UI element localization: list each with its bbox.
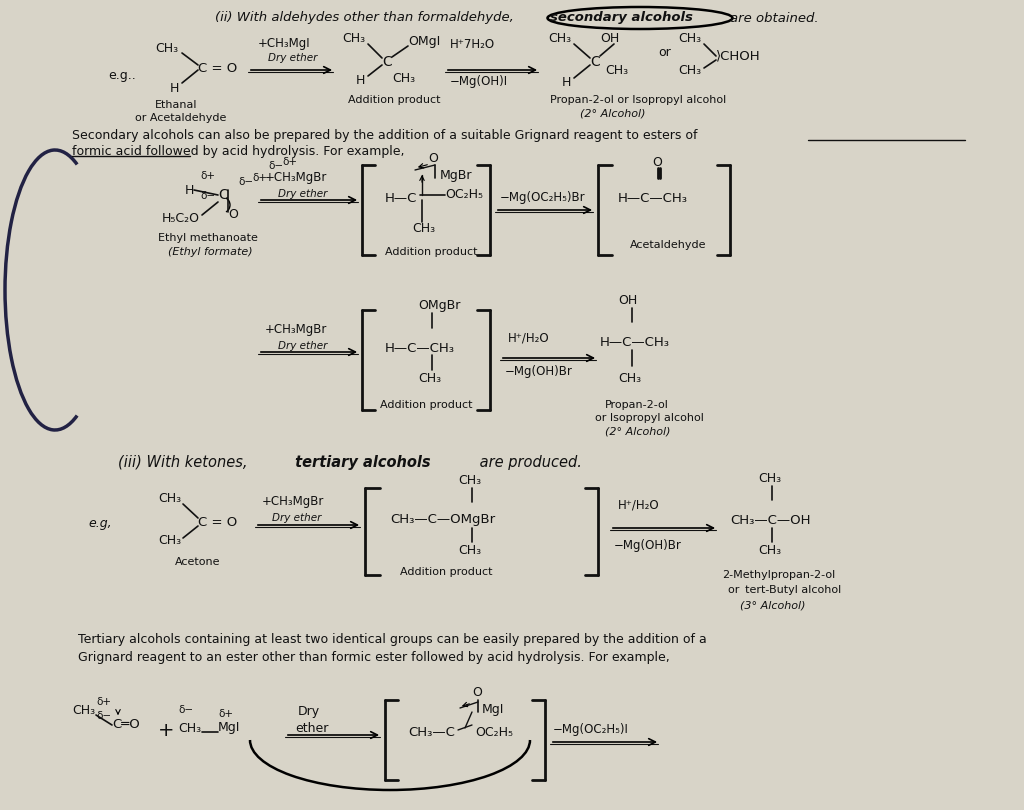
Text: CH₃: CH₃ [758, 544, 781, 556]
Text: ether: ether [295, 722, 329, 735]
Text: MgBr: MgBr [440, 168, 472, 181]
Text: δ−: δ− [268, 161, 283, 171]
Text: H—C—CH₃: H—C—CH₃ [618, 191, 688, 204]
Text: Dry ether: Dry ether [268, 53, 317, 63]
Text: H⁺7H₂O: H⁺7H₂O [450, 37, 496, 50]
Text: −Mg(OH)Br: −Mg(OH)Br [505, 365, 572, 378]
Text: (2° Alcohol): (2° Alcohol) [580, 109, 645, 119]
Text: CH₃: CH₃ [458, 544, 481, 556]
Text: C: C [218, 188, 227, 202]
Text: ⟩CHOH: ⟩CHOH [716, 49, 761, 62]
Text: (ii) With aldehydes other than formaldehyde,: (ii) With aldehydes other than formaldeh… [215, 11, 514, 24]
Text: Secondary alcohols can also be prepared by the addition of a suitable Grignard r: Secondary alcohols can also be prepared … [72, 130, 697, 143]
Text: OC₂H₅: OC₂H₅ [445, 189, 483, 202]
Text: CH₃: CH₃ [412, 221, 435, 235]
Text: 2-Methylpropan-2-ol: 2-Methylpropan-2-ol [722, 570, 836, 580]
Text: C = O: C = O [198, 515, 238, 528]
Text: CH₃—C: CH₃—C [408, 726, 455, 739]
Text: Grignard reagent to an ester other than formic ester followed by acid hydrolysis: Grignard reagent to an ester other than … [78, 651, 670, 664]
Text: tertiary alcohols: tertiary alcohols [290, 454, 431, 470]
Text: −Mg(OH)I: −Mg(OH)I [450, 75, 508, 88]
Text: H⁺/H₂O: H⁺/H₂O [508, 331, 550, 344]
Text: OMgI: OMgI [408, 36, 440, 49]
Text: H: H [185, 184, 195, 197]
Text: δ+: δ+ [200, 171, 215, 181]
Text: CH₃: CH₃ [72, 704, 95, 717]
Text: H₅C₂O: H₅C₂O [162, 211, 200, 224]
Text: δ+: δ+ [252, 173, 267, 183]
Text: CH₃: CH₃ [678, 63, 701, 76]
Text: −Mg(OC₂H₅)Br: −Mg(OC₂H₅)Br [500, 191, 586, 204]
Text: CH₃: CH₃ [158, 534, 181, 547]
Text: C: C [590, 55, 600, 69]
Text: CH₃: CH₃ [458, 474, 481, 487]
Text: δ−: δ− [200, 191, 215, 201]
Text: C: C [382, 55, 392, 69]
Text: or Acetaldehyde: or Acetaldehyde [135, 113, 226, 123]
Text: Acetone: Acetone [175, 557, 220, 567]
Text: MgI: MgI [218, 722, 241, 735]
Text: Addition product: Addition product [348, 95, 440, 105]
Text: CH₃: CH₃ [418, 372, 441, 385]
Text: −Mg(OH)Br: −Mg(OH)Br [614, 539, 682, 552]
Text: O: O [652, 156, 662, 168]
Text: e.g..: e.g.. [108, 69, 136, 82]
Text: CH₃—C—OMgBr: CH₃—C—OMgBr [390, 514, 496, 526]
Text: are produced.: are produced. [475, 454, 582, 470]
Text: +CH₃MgI: +CH₃MgI [258, 37, 310, 50]
Text: CH₃: CH₃ [618, 372, 641, 385]
Text: +CH₃MgBr: +CH₃MgBr [262, 496, 325, 509]
Text: OC₂H₅: OC₂H₅ [475, 726, 513, 739]
Text: Ethyl methanoate: Ethyl methanoate [158, 233, 258, 243]
Text: H: H [170, 82, 179, 95]
Text: H—C—CH₃: H—C—CH₃ [600, 335, 670, 348]
Text: CH₃: CH₃ [342, 32, 366, 45]
Text: δ−: δ− [96, 711, 112, 721]
Text: +CH₃MgBr: +CH₃MgBr [265, 323, 328, 336]
Text: Addition product: Addition product [400, 567, 493, 577]
Text: Propan-2-ol or Isopropyl alcohol: Propan-2-ol or Isopropyl alcohol [550, 95, 726, 105]
Text: (3° Alcohol): (3° Alcohol) [740, 600, 806, 610]
Text: O: O [428, 151, 438, 164]
Text: OMgBr: OMgBr [418, 299, 461, 312]
Text: Acetaldehyde: Acetaldehyde [630, 240, 707, 250]
Text: or Isopropyl alcohol: or Isopropyl alcohol [595, 413, 703, 423]
Text: formic acid followed by acid hydrolysis. For example,: formic acid followed by acid hydrolysis.… [72, 146, 404, 159]
Text: CH₃: CH₃ [605, 63, 628, 76]
Text: CH₃: CH₃ [678, 32, 701, 45]
Text: δ+: δ+ [282, 157, 297, 167]
Text: (2° Alcohol): (2° Alcohol) [605, 427, 671, 437]
Text: H: H [562, 75, 571, 88]
Text: CH₃—C—OH: CH₃—C—OH [730, 514, 811, 526]
Text: C═O: C═O [112, 718, 139, 731]
Text: O: O [472, 687, 482, 700]
Text: H—C—CH₃: H—C—CH₃ [385, 342, 455, 355]
Text: MgI: MgI [482, 704, 505, 717]
Text: Ethanal: Ethanal [155, 100, 198, 110]
Text: CH₃: CH₃ [758, 471, 781, 484]
Text: CH₃: CH₃ [155, 41, 178, 54]
Text: +: + [158, 721, 174, 740]
Text: (iii) With ketones,: (iii) With ketones, [118, 454, 248, 470]
Text: +CH₃MgBr: +CH₃MgBr [265, 172, 328, 185]
Text: CH₃: CH₃ [158, 492, 181, 505]
Text: CH₃: CH₃ [178, 722, 201, 735]
Text: C = O: C = O [198, 62, 238, 75]
Text: secondary alcohols: secondary alcohols [550, 11, 693, 24]
Text: O: O [228, 208, 238, 221]
Text: H⁺/H₂O: H⁺/H₂O [618, 498, 659, 511]
Text: H: H [356, 74, 366, 87]
Text: OH: OH [600, 32, 620, 45]
Text: CH₃: CH₃ [548, 32, 571, 45]
Text: are obtained.: are obtained. [730, 11, 818, 24]
Text: Addition product: Addition product [380, 400, 472, 410]
Text: Dry ether: Dry ether [272, 513, 322, 523]
Text: CH₃: CH₃ [392, 71, 415, 84]
Text: δ−: δ− [178, 705, 194, 715]
Text: OH: OH [618, 293, 637, 306]
Text: or  tert-Butyl alcohol: or tert-Butyl alcohol [728, 585, 842, 595]
Text: H—C: H—C [385, 191, 418, 204]
Text: Dry: Dry [298, 706, 321, 718]
Text: Tertiary alcohols containing at least two identical groups can be easily prepare: Tertiary alcohols containing at least tw… [78, 633, 707, 646]
